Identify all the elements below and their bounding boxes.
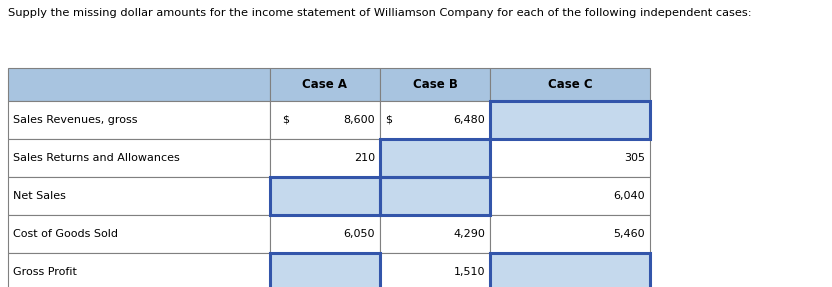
Text: 1,510: 1,510 bbox=[453, 267, 485, 277]
Bar bbox=[490, 139, 650, 177]
Text: Gross Profit: Gross Profit bbox=[13, 267, 77, 277]
Bar bbox=[8, 101, 270, 139]
Text: Net Sales: Net Sales bbox=[13, 191, 66, 201]
Text: Case A: Case A bbox=[303, 78, 348, 91]
Text: 8,600: 8,600 bbox=[344, 115, 375, 125]
Text: Sales Returns and Allowances: Sales Returns and Allowances bbox=[13, 153, 180, 163]
Bar bbox=[490, 253, 650, 287]
Text: Sales Revenues, gross: Sales Revenues, gross bbox=[13, 115, 137, 125]
Text: 5,460: 5,460 bbox=[613, 229, 645, 239]
Text: 305: 305 bbox=[624, 153, 645, 163]
Bar bbox=[380, 101, 490, 139]
Bar bbox=[380, 139, 490, 177]
Text: $: $ bbox=[385, 115, 392, 125]
Text: 4,290: 4,290 bbox=[453, 229, 485, 239]
Text: Supply the missing dollar amounts for the income statement of Williamson Company: Supply the missing dollar amounts for th… bbox=[8, 8, 751, 18]
Bar bbox=[380, 215, 490, 253]
Bar bbox=[380, 68, 490, 101]
Text: Case C: Case C bbox=[547, 78, 592, 91]
Bar bbox=[270, 177, 380, 215]
Bar bbox=[380, 253, 490, 287]
Bar bbox=[380, 139, 490, 177]
Bar bbox=[270, 253, 380, 287]
Text: Cost of Goods Sold: Cost of Goods Sold bbox=[13, 229, 118, 239]
Text: 210: 210 bbox=[354, 153, 375, 163]
Bar bbox=[270, 215, 380, 253]
Bar bbox=[490, 215, 650, 253]
Bar bbox=[8, 215, 270, 253]
Bar bbox=[8, 253, 270, 287]
Bar bbox=[270, 139, 380, 177]
Bar bbox=[380, 177, 490, 215]
Bar bbox=[490, 101, 650, 139]
Bar bbox=[380, 177, 490, 215]
Text: Case B: Case B bbox=[413, 78, 458, 91]
Text: 6,480: 6,480 bbox=[453, 115, 485, 125]
Bar bbox=[270, 253, 380, 287]
Bar bbox=[270, 101, 380, 139]
Bar bbox=[490, 253, 650, 287]
Text: $: $ bbox=[282, 115, 289, 125]
Text: 6,040: 6,040 bbox=[613, 191, 645, 201]
Text: 6,050: 6,050 bbox=[344, 229, 375, 239]
Bar bbox=[8, 177, 270, 215]
Bar bbox=[270, 177, 380, 215]
Bar bbox=[8, 68, 270, 101]
Bar bbox=[270, 68, 380, 101]
Bar bbox=[490, 101, 650, 139]
Bar bbox=[490, 68, 650, 101]
Bar bbox=[490, 177, 650, 215]
Bar bbox=[8, 139, 270, 177]
